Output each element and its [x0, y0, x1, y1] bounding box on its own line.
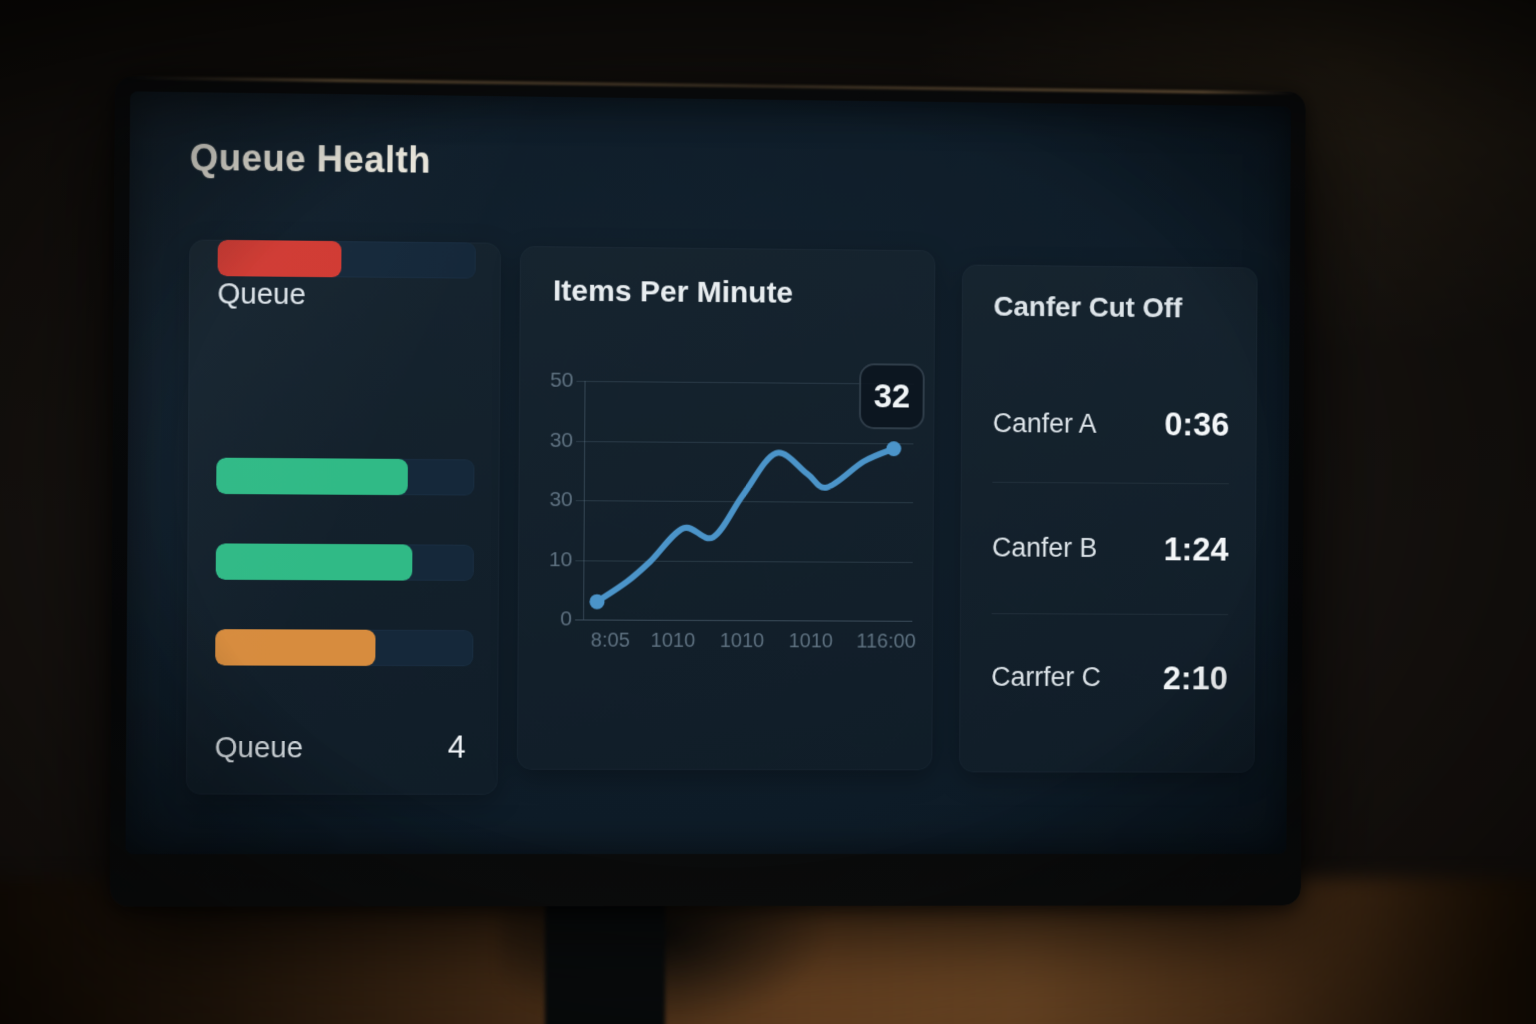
queue-bar-fill-green	[216, 543, 413, 580]
items-per-minute-card: Items Per Minute 50 30 30 10 0	[517, 246, 936, 770]
x-axis-label: 8:05	[591, 630, 630, 653]
cutoff-row: Carrfer C 2:10	[991, 613, 1228, 741]
scene: Queue Health Queue	[0, 0, 1536, 1024]
dashboard: Queue Health Queue	[125, 91, 1291, 854]
cutoff-rows: Canfer A 0:36 Canfer B 1:24 Carrfer C 2:…	[991, 364, 1230, 741]
queue-card: Queue Queue 4	[186, 239, 501, 794]
x-axis-label: 1010	[789, 630, 833, 653]
queue-bar-track	[216, 458, 474, 496]
x-axis-label: 116:00	[856, 631, 915, 654]
screen: Queue Health Queue	[125, 91, 1291, 854]
queue-card-title: Queue	[217, 278, 306, 312]
queue-bar-fill-red	[218, 240, 342, 278]
cutoff-row-label: Canfer B	[992, 533, 1097, 564]
cutoff-row-value: 1:24	[1163, 530, 1228, 568]
queue-bar-track	[218, 240, 476, 279]
queue-footer-value: 4	[448, 728, 466, 765]
queue-card-footer: Queue 4	[215, 728, 466, 766]
queue-bar-track	[216, 543, 474, 580]
y-axis-label: 30	[533, 488, 573, 512]
cutoff-card: Canfer Cut Off Canfer A 0:36 Canfer B 1:…	[959, 265, 1258, 773]
monitor: Queue Health Queue	[110, 76, 1306, 907]
queue-bar-fill-orange	[215, 629, 375, 666]
y-axis-label: 10	[532, 548, 572, 572]
queue-bar-fill-green	[216, 458, 407, 495]
x-axis-label: 1010	[651, 630, 696, 653]
x-axis-labels: 8:05 1010 1010 1010 116:00	[584, 630, 912, 657]
cutoff-row: Canfer B 1:24	[992, 482, 1229, 614]
cutoff-row: Canfer A 0:36	[992, 364, 1229, 483]
y-axis-label: 50	[533, 368, 573, 392]
cutoff-card-title: Canfer Cut Off	[993, 291, 1182, 325]
cutoff-row-label: Canfer A	[993, 408, 1097, 440]
cutoff-row-label: Carrfer C	[991, 662, 1101, 693]
cutoff-row-value: 0:36	[1164, 405, 1229, 443]
cutoff-row-value: 2:10	[1163, 659, 1228, 697]
items-per-minute-title: Items Per Minute	[553, 274, 793, 310]
current-value-badge: 32	[859, 363, 925, 429]
page-title: Queue Health	[190, 137, 431, 182]
y-axis-label: 0	[532, 607, 572, 631]
queue-bar-track	[215, 629, 473, 666]
y-axis-label: 30	[533, 428, 573, 452]
queue-footer-label: Queue	[215, 732, 304, 765]
x-axis-label: 1010	[720, 630, 765, 653]
